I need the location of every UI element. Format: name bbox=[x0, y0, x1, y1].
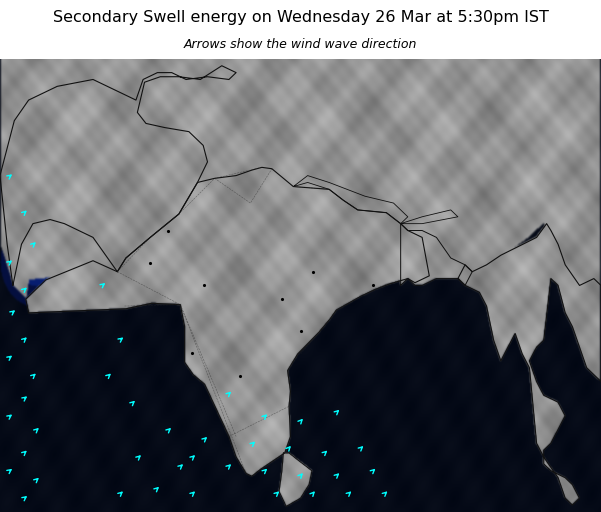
Text: Secondary Swell energy on Wednesday 26 Mar at 5:30pm IST: Secondary Swell energy on Wednesday 26 M… bbox=[52, 10, 549, 25]
Text: Arrows show the wind wave direction: Arrows show the wind wave direction bbox=[184, 38, 417, 51]
